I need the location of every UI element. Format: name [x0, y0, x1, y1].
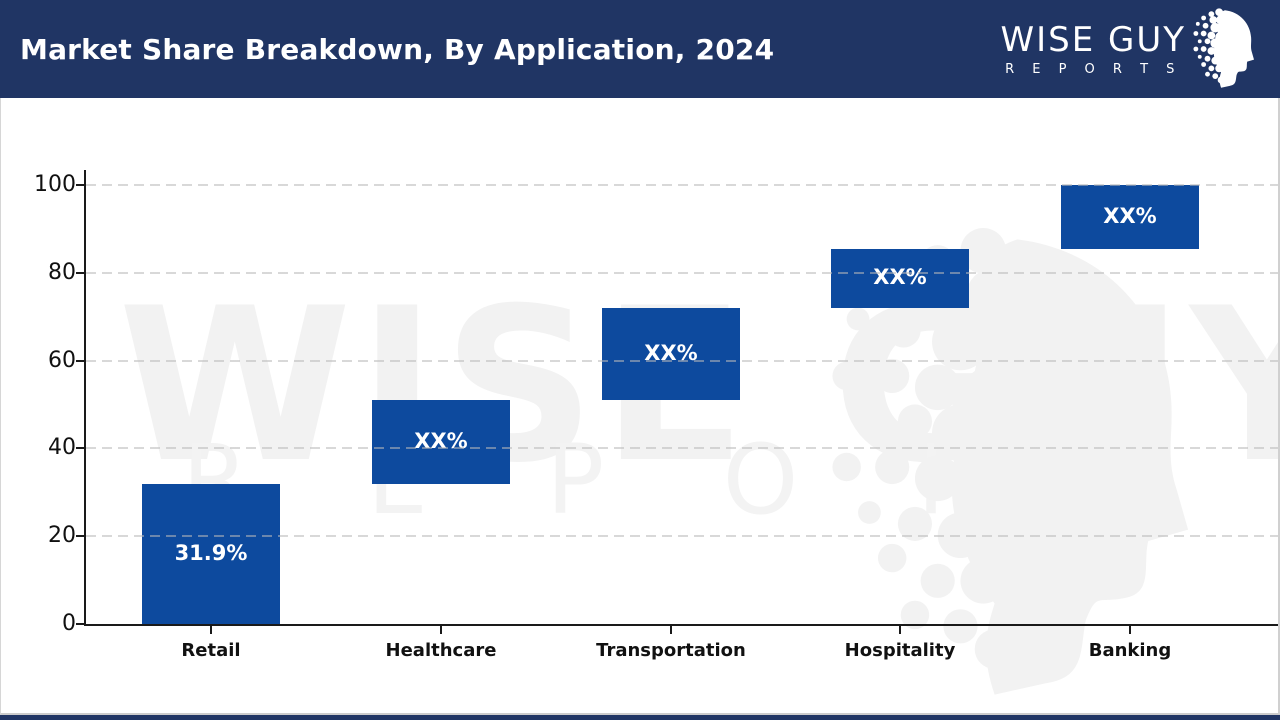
brand-logo-text: WISE GUY R E P O R T S [1000, 23, 1186, 76]
brand-head-icon [1193, 8, 1254, 88]
bar-transportation: XX% [602, 307, 740, 401]
header-bar: Market Share Breakdown, By Application, … [0, 0, 1280, 98]
bar-label-banking: XX% [1103, 203, 1157, 228]
x-tick-label-hospitality: Hospitality [844, 640, 956, 661]
x-tick-mark-hospitality [899, 626, 901, 634]
bar-banking: XX% [1061, 185, 1199, 249]
y-tick-mark-60 [76, 359, 84, 362]
bar-label-hospitality: XX% [873, 265, 927, 290]
x-tick-mark-banking [1129, 626, 1131, 634]
x-tick-mark-retail [210, 626, 212, 634]
y-tick-mark-0 [76, 623, 84, 625]
x-tick-label-transportation: Transportation [596, 640, 746, 661]
bar-healthcare: XX% [372, 400, 510, 484]
brand-subname: R E P O R T S [1005, 61, 1182, 77]
y-tick-mark-100 [76, 184, 84, 186]
y-tick-mark-80 [76, 271, 84, 274]
x-tick-label-retail: Retail [181, 640, 241, 661]
x-tick-label-healthcare: Healthcare [385, 640, 497, 661]
y-tick-label-80: 80 [48, 259, 76, 285]
gridline-40 [86, 447, 1278, 450]
y-tick-label-20: 20 [48, 523, 76, 549]
gridline-20 [86, 535, 1278, 538]
footer-bar [0, 715, 1280, 720]
brand-logo: WISE GUY R E P O R T S [1000, 8, 1254, 90]
bar-retail: 31.9% [142, 483, 280, 624]
x-tick-mark-healthcare [440, 626, 442, 634]
x-axis [84, 624, 1278, 626]
y-tick-label-100: 100 [34, 172, 76, 197]
gridline-80 [86, 271, 1278, 274]
y-tick-mark-20 [76, 535, 84, 538]
y-tick-mark-40 [76, 447, 84, 450]
page-title: Market Share Breakdown, By Application, … [20, 32, 775, 66]
y-tick-label-60: 60 [48, 347, 76, 373]
bar-label-retail: 31.9% [174, 540, 248, 565]
gridline-60 [86, 359, 1278, 362]
x-tick-label-banking: Banking [1088, 640, 1172, 661]
gridline-100 [86, 184, 1278, 186]
brand-name: WISE GUY [1000, 19, 1186, 60]
x-tick-mark-transportation [670, 626, 672, 634]
y-tick-label-0: 0 [62, 611, 76, 636]
bar-hospitality: XX% [831, 248, 969, 308]
y-tick-label-40: 40 [48, 435, 76, 461]
y-axis [84, 170, 86, 626]
